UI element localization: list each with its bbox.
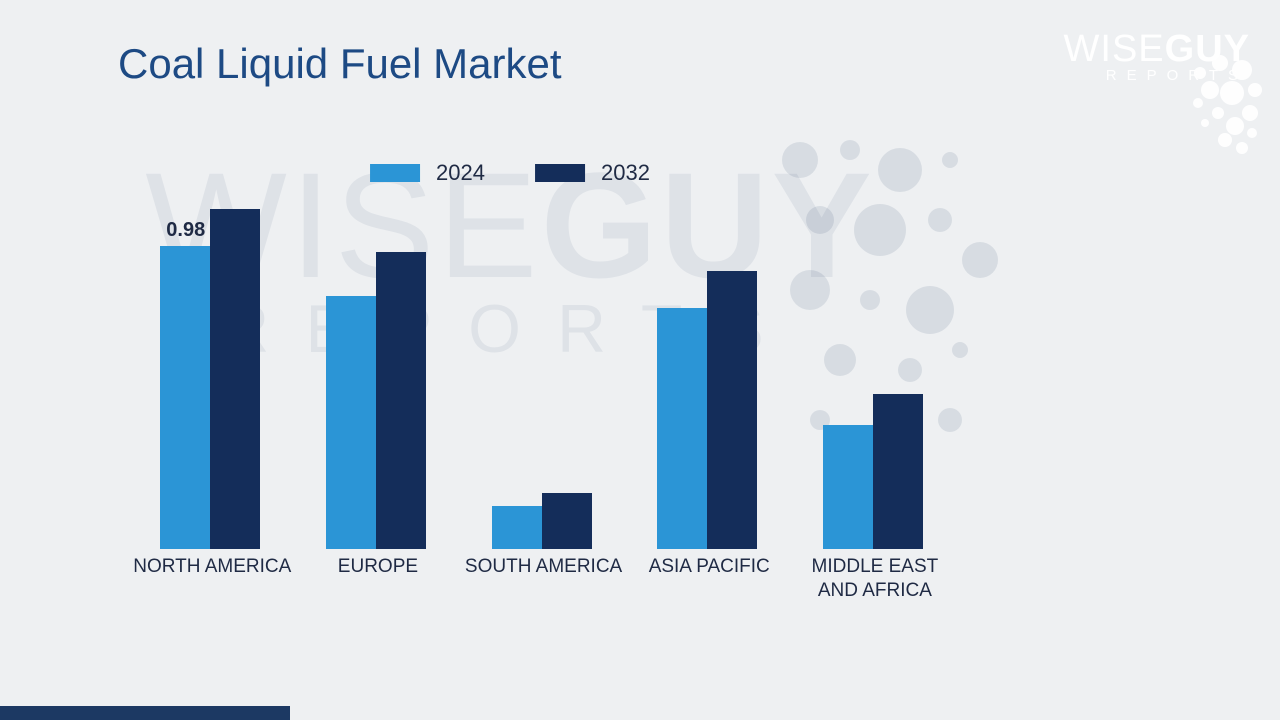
category-label: SOUTH AMERICA: [464, 549, 624, 579]
bar-2024: [657, 308, 707, 549]
bar-2032: [873, 394, 923, 549]
bar-group: 0.98NORTH AMERICA: [152, 209, 272, 549]
bar-2032: [376, 252, 426, 549]
chart-title: Coal Liquid Fuel Market: [118, 40, 562, 88]
bar-2032: [707, 271, 757, 549]
bar-2032: [542, 493, 592, 549]
legend: 2024 2032: [370, 160, 650, 186]
bar-value-label: 0.98: [166, 219, 205, 242]
plot-area: 0.98NORTH AMERICA EUROPE SOUTH AMERICA ASIA…: [150, 210, 960, 550]
category-label: NORTH AMERICA: [132, 549, 292, 579]
bar-2024: [160, 246, 210, 549]
bottom-accent-bar: [0, 706, 290, 720]
brand-head-icon: [1170, 48, 1270, 158]
legend-label: 2024: [436, 160, 485, 186]
brand-line1a: WISE: [1064, 28, 1165, 70]
page: WISEGUY REPORTS WISEGUY REPORTS Coal Liq…: [0, 0, 1280, 720]
bar-group: ASIA PACIFIC: [649, 209, 769, 549]
bar-2024: [823, 425, 873, 549]
bar-2024: [326, 296, 376, 549]
bar-group: MIDDLE EAST AND AFRICA: [815, 209, 935, 549]
category-label: ASIA PACIFIC: [629, 549, 789, 579]
bar-group: EUROPE: [318, 209, 438, 549]
legend-item: 2032: [535, 160, 650, 186]
bar-group: SOUTH AMERICA: [484, 209, 604, 549]
chart: Market Size in USD Billion 2024 2032 0.9…: [60, 160, 960, 680]
legend-swatch-2032: [535, 164, 585, 182]
brand-logo: WISEGUY REPORTS: [1064, 28, 1250, 84]
legend-item: 2024: [370, 160, 485, 186]
category-label: EUROPE: [298, 549, 458, 579]
legend-label: 2032: [601, 160, 650, 186]
category-label: MIDDLE EAST AND AFRICA: [795, 549, 955, 603]
bar-2032: [210, 209, 260, 549]
legend-swatch-2024: [370, 164, 420, 182]
bar-2024: [492, 506, 542, 549]
